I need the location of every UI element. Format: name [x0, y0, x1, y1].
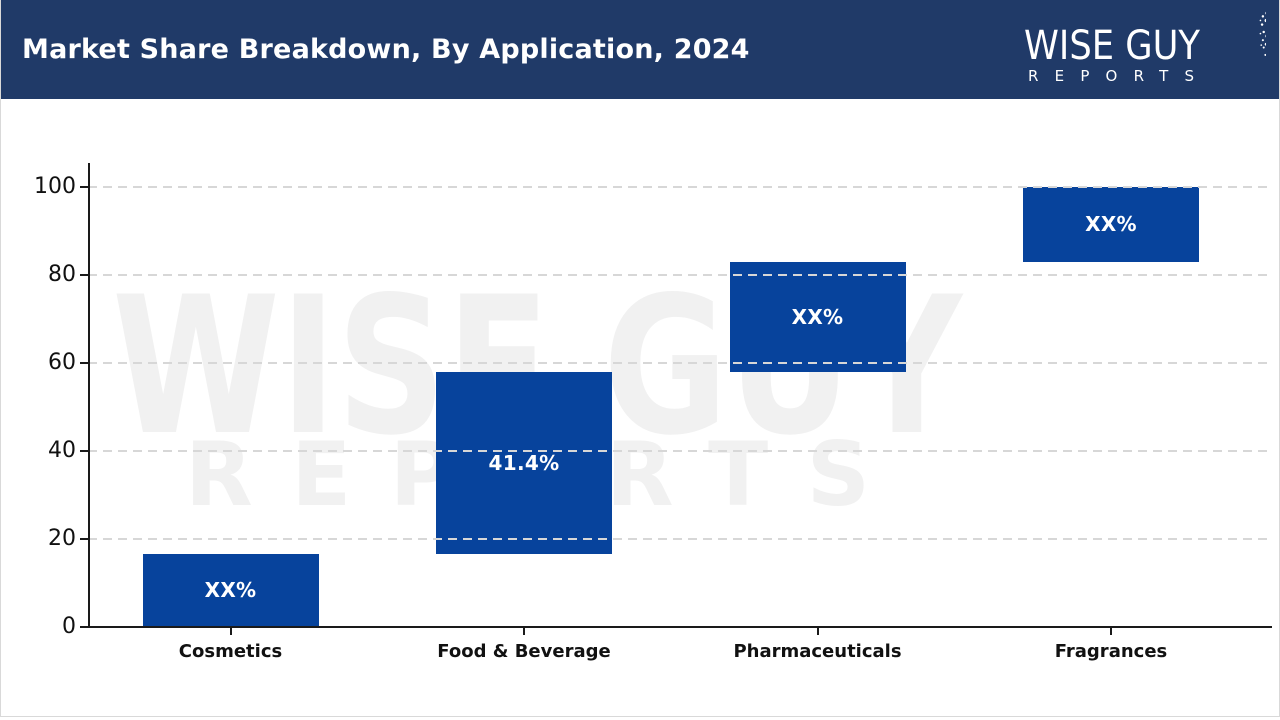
y-tick-60 — [80, 362, 88, 364]
bar-cosmetics: XX% — [142, 553, 319, 627]
gridline-80 — [88, 274, 1272, 276]
y-tick-label-0: 0 — [62, 614, 76, 639]
y-tick-label-60: 60 — [48, 350, 76, 375]
x-tick-food-beverage — [523, 628, 525, 635]
y-tick-100 — [80, 186, 88, 188]
gridline-40 — [88, 450, 1272, 452]
y-tick-label-40: 40 — [48, 438, 76, 463]
category-label-food-beverage: Food & Beverage — [437, 641, 611, 662]
gridline-60 — [88, 362, 1272, 364]
logo-head-dots-icon — [1260, 9, 1266, 60]
y-tick-label-100: 100 — [34, 174, 76, 199]
gridline-100 — [88, 186, 1272, 188]
bar-food-beverage: 41.4% — [436, 371, 612, 554]
bar-value-label-fragrances: XX% — [1085, 212, 1137, 237]
y-axis-spine — [88, 163, 90, 628]
x-tick-cosmetics — [229, 628, 232, 635]
y-tick-40 — [80, 450, 88, 452]
x-axis-spine — [88, 626, 1272, 628]
bar-value-label-cosmetics: XX% — [204, 578, 257, 603]
bar-value-label-food-beverage: 41.4% — [488, 450, 560, 475]
y-tick-80 — [80, 274, 88, 276]
y-tick-20 — [80, 538, 88, 540]
x-tick-fragrances — [1110, 628, 1112, 635]
logo-reports-text: REPORTS — [1028, 67, 1194, 85]
bar-pharmaceuticals: XX% — [729, 261, 906, 372]
wise-guy-reports-logo: WISE GUY REPORTS — [1024, 7, 1266, 85]
y-tick-label-20: 20 — [48, 526, 76, 551]
logo-wiseguy-text: WISE GUY — [1024, 23, 1200, 69]
category-label-cosmetics: Cosmetics — [178, 641, 283, 662]
category-label-pharmaceuticals: Pharmaceuticals — [733, 641, 902, 662]
bar-fragrances: XX% — [1023, 187, 1199, 262]
page-title: Market Share Breakdown, By Application, … — [22, 34, 750, 65]
category-label-fragrances: Fragrances — [1054, 641, 1168, 662]
bar-value-label-pharmaceuticals: XX% — [791, 304, 844, 329]
gridline-20 — [88, 538, 1272, 540]
x-tick-pharmaceuticals — [816, 628, 819, 635]
y-tick-label-80: 80 — [48, 262, 76, 287]
y-tick-0 — [80, 626, 88, 628]
header: Market Share Breakdown, By Application, … — [0, 0, 1280, 99]
